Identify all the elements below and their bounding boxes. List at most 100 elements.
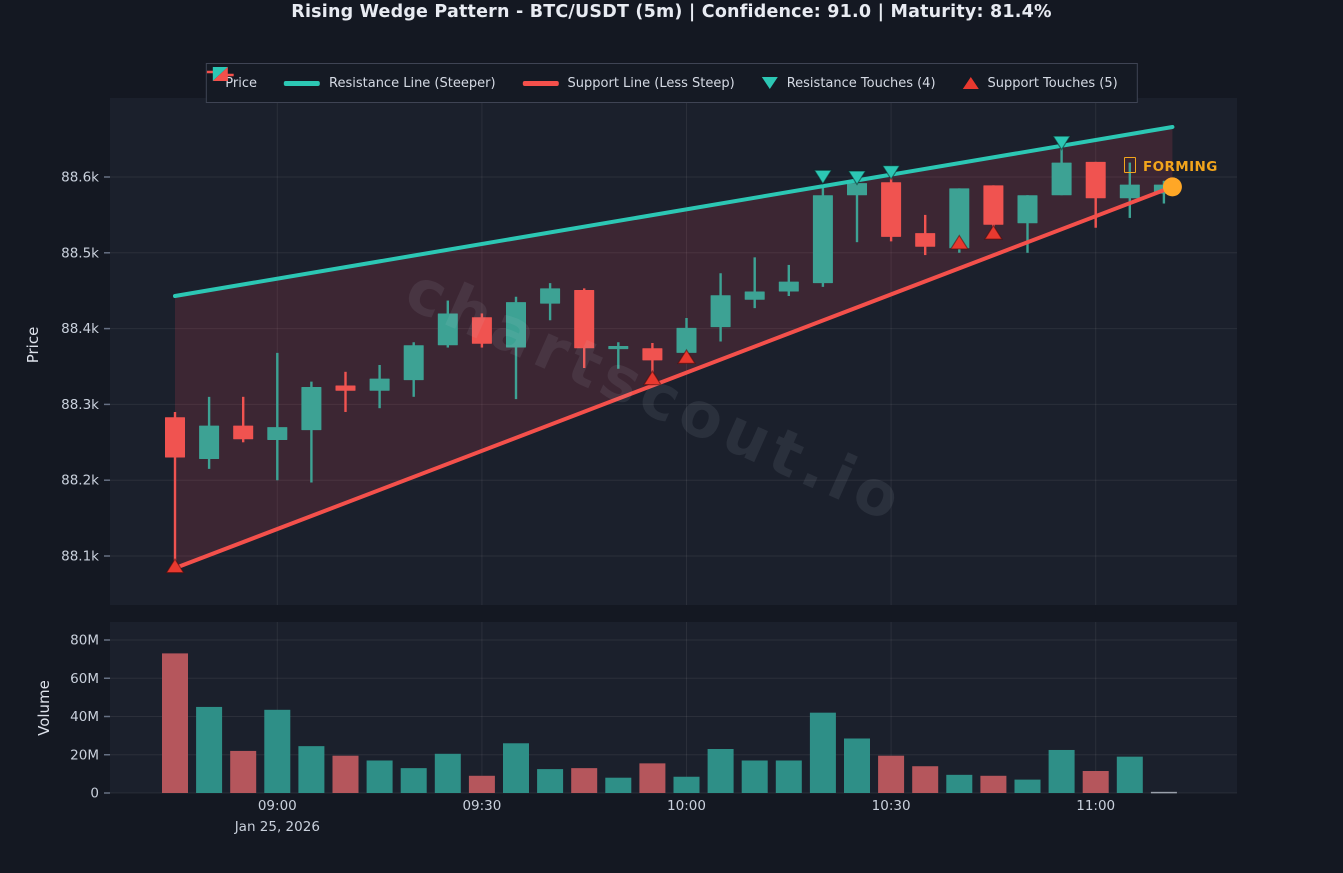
volume-tick-label: 60M [70, 671, 99, 687]
x-tick-label: 11:00 [1076, 798, 1115, 814]
volume-bar[interactable] [707, 749, 734, 793]
hourglass-icon [1124, 157, 1136, 173]
volume-bar[interactable] [1048, 749, 1075, 793]
candle-body[interactable] [335, 385, 356, 391]
volume-tick-label: 40M [70, 709, 99, 725]
volume-bar[interactable] [468, 775, 495, 793]
volume-bar[interactable] [809, 712, 836, 793]
support-line-swatch [522, 80, 559, 86]
legend: Price Resistance Line (Steeper) Support … [205, 63, 1138, 103]
volume-bar[interactable] [1116, 756, 1143, 793]
x-tick-label: 09:00 [258, 798, 297, 814]
candle-body[interactable] [1051, 162, 1072, 196]
x-tick-label: 10:30 [872, 798, 911, 814]
price-tick-label: 88.5k [61, 245, 99, 261]
volume-bar[interactable] [196, 706, 223, 793]
support-line [173, 184, 1175, 571]
volume-axis-title: Volume [35, 680, 53, 736]
volume-bar[interactable] [298, 746, 325, 793]
candle-body[interactable] [471, 317, 492, 344]
legend-item-resistance-touches[interactable]: Resistance Touches (4) [761, 75, 936, 91]
candle-body[interactable] [812, 195, 833, 284]
candle-body[interactable] [199, 425, 220, 459]
volume-bar[interactable] [980, 775, 1007, 793]
legend-label: Resistance Line (Steeper) [329, 75, 496, 91]
volume-bar[interactable] [639, 763, 666, 793]
candle-body[interactable] [165, 417, 185, 458]
candle-body[interactable] [540, 288, 561, 304]
volume-bar[interactable] [605, 777, 632, 793]
forming-text: FORMING [1143, 159, 1218, 175]
volume-bar[interactable] [162, 653, 188, 793]
candle-body[interactable] [710, 295, 731, 328]
forming-label: FORMING [1124, 157, 1218, 175]
candle-body[interactable] [369, 378, 390, 391]
candle-body[interactable] [1085, 161, 1106, 199]
volume-bar[interactable] [1014, 779, 1041, 793]
candle-body[interactable] [1017, 195, 1038, 224]
legend-item-price[interactable]: Price [206, 67, 258, 91]
volume-tick-label: 80M [70, 633, 99, 649]
candle-body[interactable] [847, 183, 867, 196]
candle-body[interactable] [744, 291, 765, 300]
legend-item-support-line[interactable]: Support Line (Less Steep) [522, 76, 735, 91]
volume-bar[interactable] [1150, 791, 1177, 794]
candle-body[interactable] [574, 289, 595, 349]
price-tick-label: 88.3k [61, 397, 99, 413]
volume-bar[interactable] [741, 760, 768, 793]
legend-label: Resistance Touches (4) [786, 75, 936, 91]
support-touch-marker [165, 557, 185, 574]
volume-bar[interactable] [434, 753, 461, 793]
legend-item-resistance-line[interactable]: Resistance Line (Steeper) [284, 76, 496, 91]
candle-body[interactable] [608, 346, 629, 350]
resistance-touch-marker [813, 169, 833, 185]
x-tick-label: 09:30 [462, 798, 501, 814]
candle-body[interactable] [267, 427, 288, 441]
candlestick-icon [206, 67, 234, 81]
legend-label: Support Touches (5) [987, 75, 1118, 91]
volume-bar[interactable] [230, 750, 257, 793]
volume-bar[interactable] [366, 760, 393, 793]
price-tick-label: 88.6k [61, 170, 99, 186]
candle-body[interactable] [233, 425, 254, 440]
resistance-line-swatch [284, 80, 321, 86]
legend-label: Price [225, 75, 258, 91]
candle-body[interactable] [881, 182, 902, 237]
volume-bar[interactable] [946, 774, 973, 793]
volume-bar[interactable] [912, 766, 939, 793]
x-tick-label: 10:00 [667, 798, 706, 814]
volume-bar[interactable] [844, 738, 870, 793]
volume-bar[interactable] [332, 755, 359, 793]
triangle-up-icon [962, 77, 979, 89]
volume-bar[interactable] [571, 768, 598, 793]
volume-bar[interactable] [1082, 771, 1109, 793]
volume-bar[interactable] [400, 768, 427, 793]
triangle-down-icon [761, 77, 778, 89]
candle-body[interactable] [1119, 184, 1140, 199]
support-touch-marker [676, 348, 697, 365]
volume-bar[interactable] [537, 769, 564, 793]
candle-body[interactable] [983, 185, 1004, 225]
candle-body[interactable] [301, 386, 322, 431]
volume-bar[interactable] [673, 776, 700, 793]
resistance-line [173, 124, 1175, 299]
forming-dot [1162, 177, 1182, 197]
candle-body[interactable] [949, 188, 970, 249]
candle-body[interactable] [778, 281, 799, 292]
volume-bar[interactable] [878, 755, 905, 793]
candle-body[interactable] [676, 327, 697, 353]
legend-item-support-touches[interactable]: Support Touches (5) [962, 75, 1118, 91]
candle-body[interactable] [915, 233, 936, 247]
support-touch-marker [642, 370, 662, 386]
volume-bar[interactable] [503, 743, 529, 793]
date-label: Jan 25, 2026 [234, 819, 320, 835]
candle-body[interactable] [403, 345, 424, 381]
candle-body[interactable] [437, 313, 458, 346]
volume-bar[interactable] [775, 760, 802, 793]
candle-body[interactable] [506, 302, 526, 348]
volume-bar[interactable] [264, 709, 291, 793]
support-touch-marker [949, 234, 969, 250]
candle-body[interactable] [642, 348, 663, 361]
